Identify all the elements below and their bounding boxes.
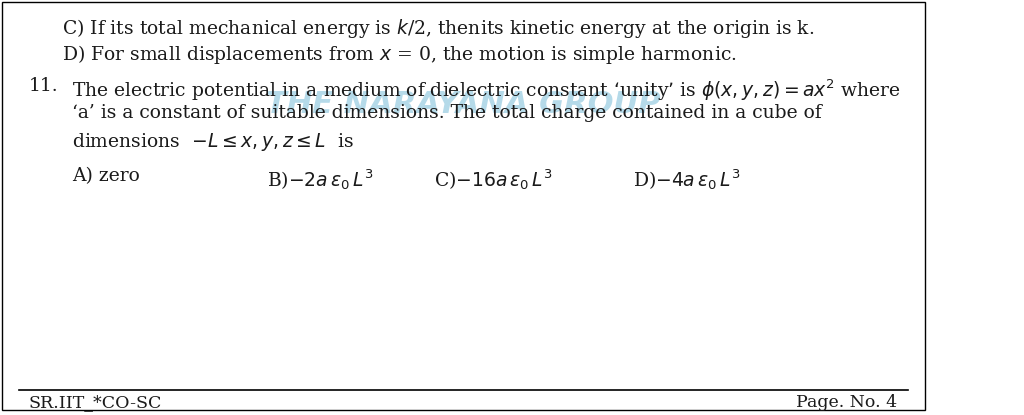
Text: ‘a’ is a constant of suitable dimensions. The total charge contained in a cube o: ‘a’ is a constant of suitable dimensions… [73, 104, 822, 122]
Text: 11.: 11. [29, 78, 58, 95]
Text: C)$-16a\,\epsilon_0\, L^3$: C)$-16a\,\epsilon_0\, L^3$ [434, 167, 553, 192]
Text: SR.IIT_*CO-SC: SR.IIT_*CO-SC [29, 394, 163, 411]
Text: D) For small displacements from $x$ = 0, the motion is simple harmonic.: D) For small displacements from $x$ = 0,… [61, 43, 736, 66]
Text: D)$-4a\,\epsilon_0\, L^3$: D)$-4a\,\epsilon_0\, L^3$ [634, 167, 741, 192]
Text: THE NARAYANA GROUP: THE NARAYANA GROUP [266, 90, 660, 119]
Text: The electric potential in a medium of dielectric constant ‘unity’ is $\phi(x,y,z: The electric potential in a medium of di… [73, 78, 901, 103]
Text: dimensions  $-L\leq x,y,z\leq L$  is: dimensions $-L\leq x,y,z\leq L$ is [73, 131, 354, 153]
Text: C) If its total mechanical energy is $k$/2, thenits kinetic energy at the origin: C) If its total mechanical energy is $k$… [61, 17, 814, 40]
Text: B)$-2a\,\epsilon_0\, L^3$: B)$-2a\,\epsilon_0\, L^3$ [267, 167, 374, 192]
Text: A) zero: A) zero [73, 167, 140, 185]
Text: Page. No. 4: Page. No. 4 [797, 394, 898, 411]
